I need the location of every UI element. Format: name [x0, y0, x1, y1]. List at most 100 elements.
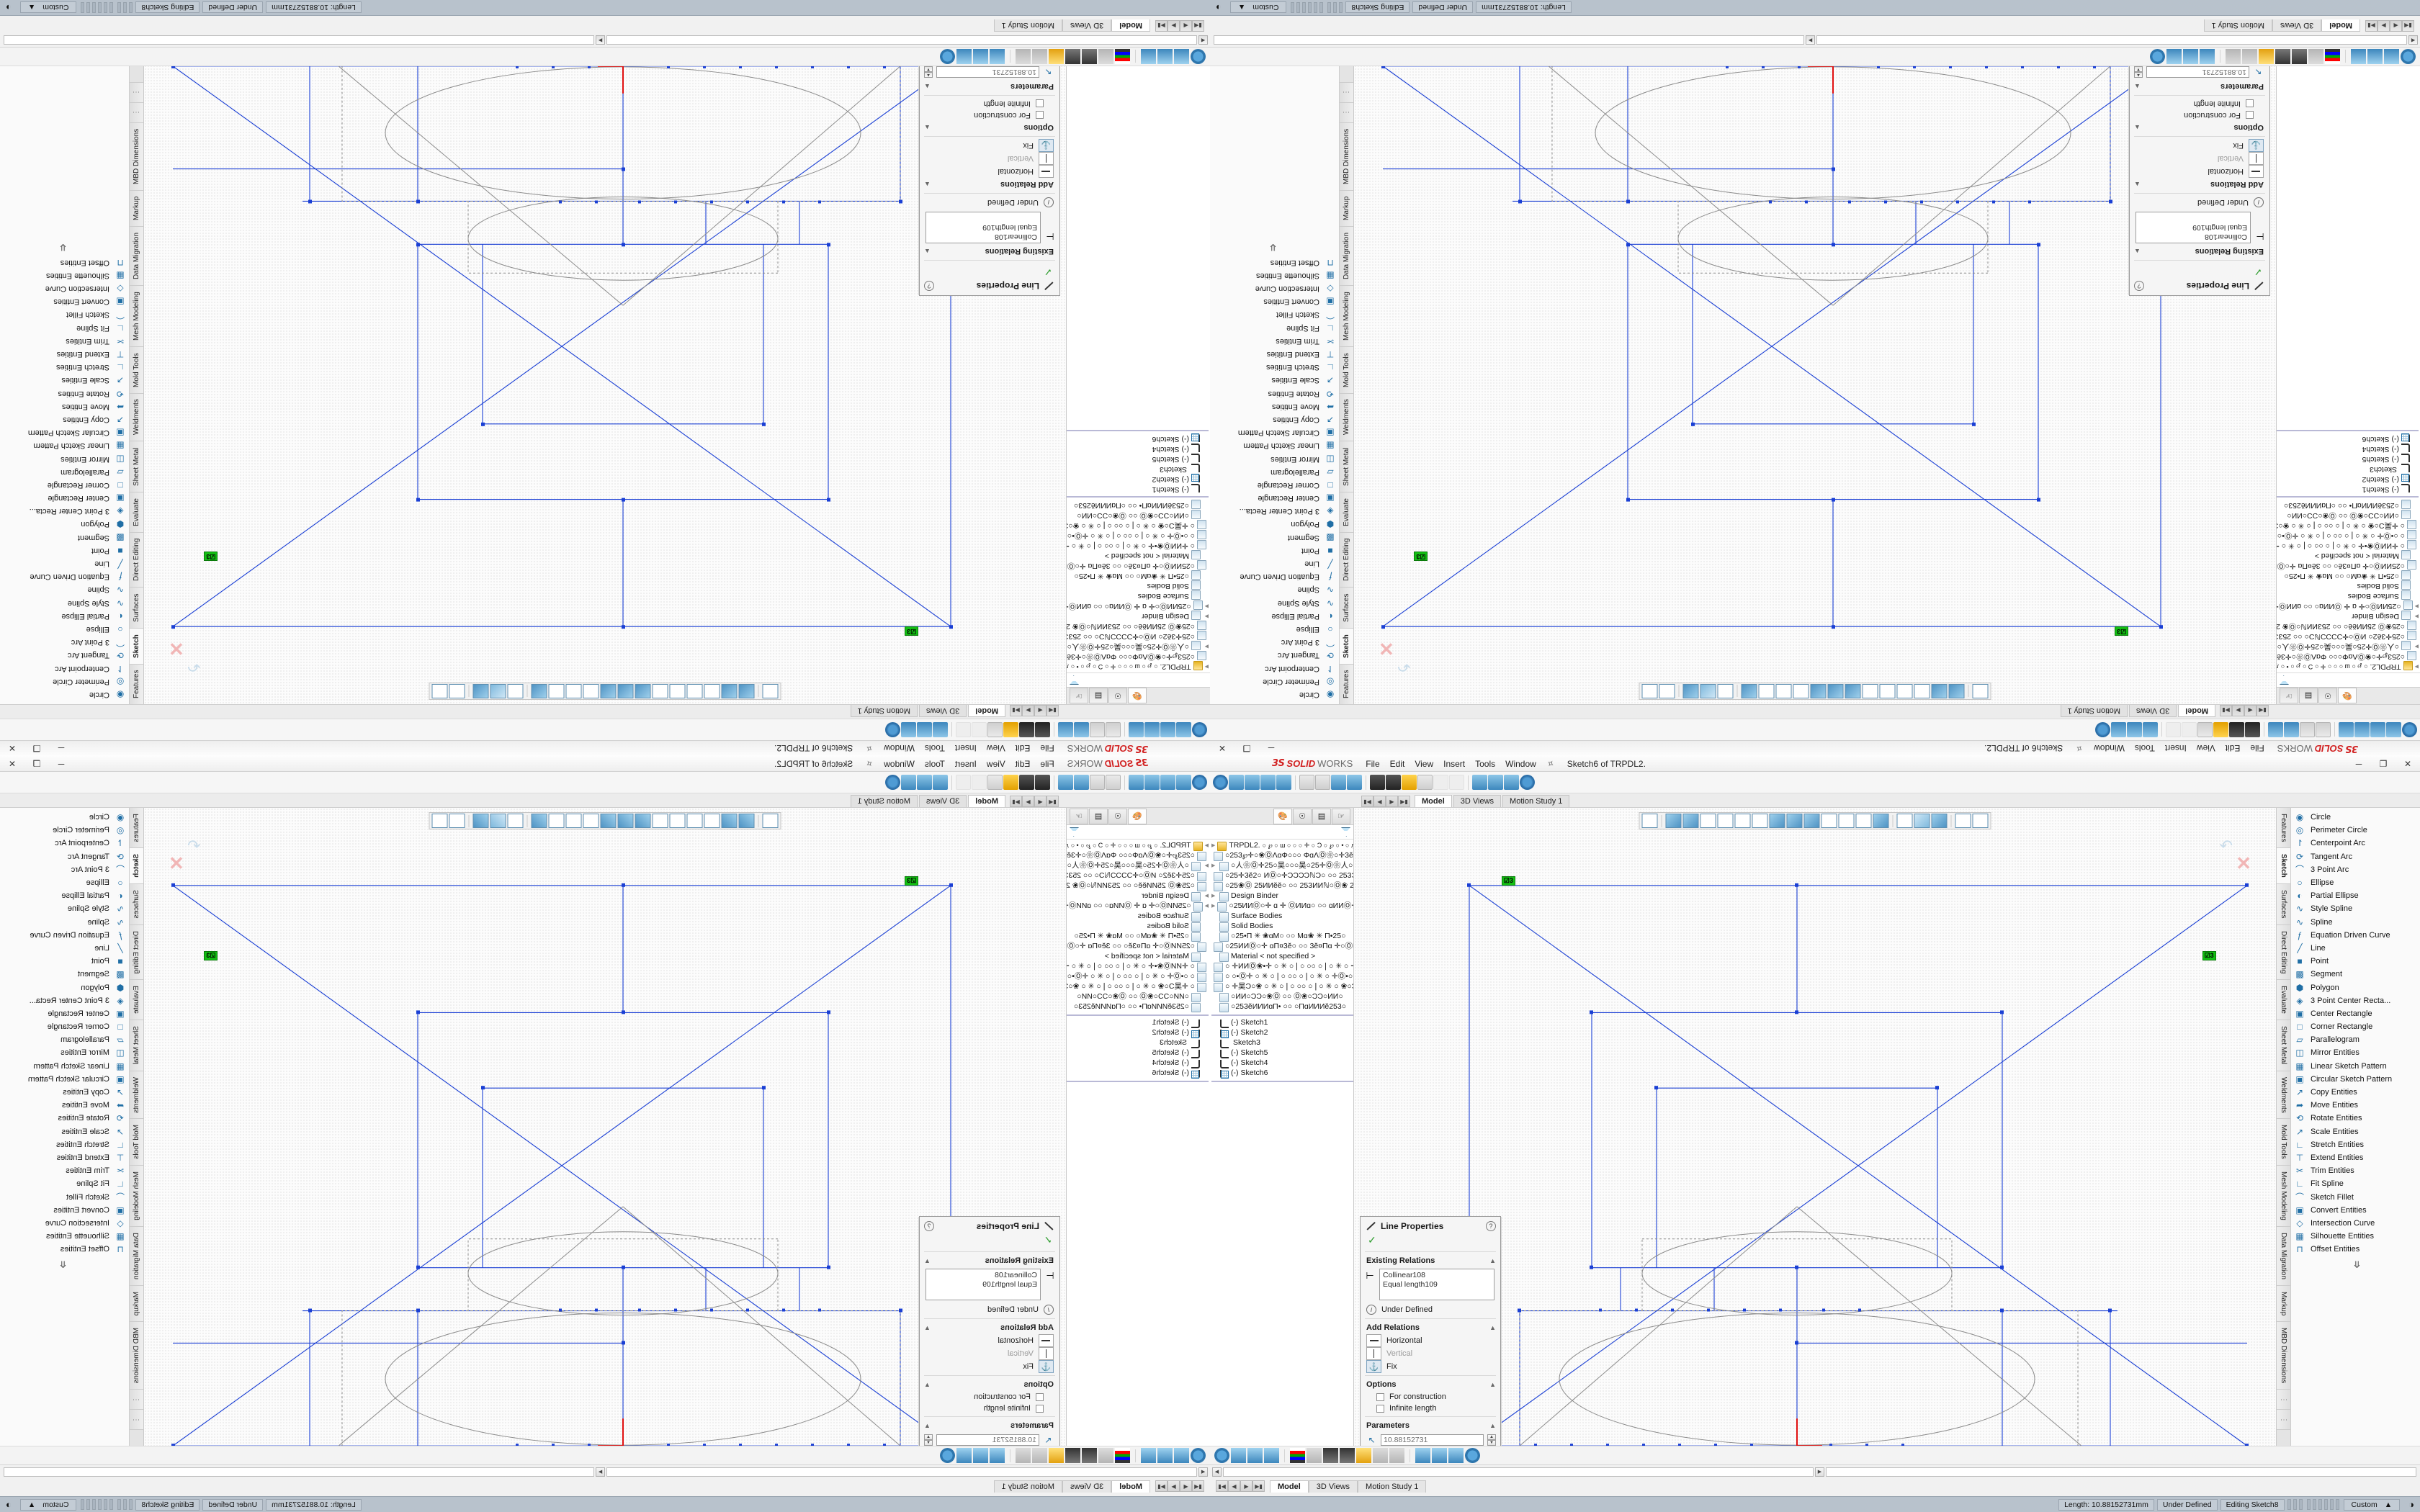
line-properties-panel[interactable]: Line Properties ? ✓ Existing Relations ▲…: [919, 27, 1060, 296]
feature-tree-item[interactable]: ○ ✛吴Ɔ○❀ ○ ✳ ○❘○ ○○ ○❘○ ✳ ○ ❀○Ɔ吴✛ ○: [1211, 982, 1353, 992]
sketch-tool-centerpoint-arc[interactable]: ↾ Centerpoint Arc: [1210, 662, 1336, 675]
length-input[interactable]: [1381, 1434, 1484, 1446]
command-tab-surfaces[interactable]: Surfaces: [2277, 884, 2290, 925]
rebuild-icon[interactable]: [1058, 722, 1073, 737]
sketch-tool-extend-entities[interactable]: ⊤ Extend Entities: [1210, 348, 1336, 361]
save-document-icon[interactable]: [1144, 722, 1160, 737]
measure-bottom-icon[interactable]: [2183, 49, 2198, 64]
window-buttons[interactable]: ─ ❐ ✕: [0, 756, 73, 771]
sketch-tool-linear-sketch-pattern[interactable]: ▦ Linear Sketch Pattern: [0, 1060, 126, 1073]
sketch-tool-fit-spline[interactable]: ∟ Fit Spline: [2294, 1177, 2420, 1190]
sketch-tool-trim-entities[interactable]: ✂ Trim Entities: [1210, 335, 1336, 348]
feature-tree-sketch-item[interactable]: (-) Sketch1: [1067, 484, 1209, 494]
expand-arrow-icon[interactable]: ▶: [1204, 843, 1209, 849]
help-icon[interactable]: ?: [2134, 281, 2144, 291]
feature-tree-item[interactable]: ○25•Π ✳ ❀ɑM○ ○○ Mɑ❀ ✳ Π•25○: [2277, 570, 2419, 580]
feature-tree-sketch-item[interactable]: (-) Sketch5: [1067, 454, 1209, 464]
command-manager-vertical-tabs[interactable]: Features Sketch Surfaces Direct Editing Eval…: [2277, 808, 2291, 1490]
sketch-tool-3-point-center-recta-[interactable]: ◈ 3 Point Center Recta...: [2294, 994, 2420, 1007]
graphics-area[interactable]: ≡109 ≡109 ☑3 ☑3 ☑3 ╱ ↶ ✕ x y: [1354, 808, 2276, 1490]
command-tab-markup[interactable]: Markup: [130, 189, 143, 227]
measure-icon[interactable]: [2143, 722, 2158, 737]
scroll-left-button[interactable]: ◀: [1212, 1467, 1222, 1477]
redo-icon[interactable]: [2300, 722, 2315, 737]
settings-icon[interactable]: [885, 775, 900, 790]
scroll-left-button[interactable]: ◀: [2408, 35, 2418, 45]
expand-arrow-icon[interactable]: ▶: [1204, 863, 1209, 869]
doc-tab-motion-study[interactable]: Motion Study 1: [1358, 1480, 1427, 1493]
sketch-tool-extend-entities[interactable]: ⊤ Extend Entities: [2294, 1151, 2420, 1164]
tab-motion-study[interactable]: Motion Study 1: [850, 795, 918, 807]
pin-icon[interactable]: ✧: [863, 742, 877, 756]
status-units-chevron[interactable]: ▲: [27, 3, 36, 12]
tab-nav-buttons[interactable]: ▮◀ ◀ ▶ ▶▮: [1010, 705, 1059, 716]
redo-icon[interactable]: [1090, 722, 1105, 737]
chevron-up-icon[interactable]: ▲: [1489, 1257, 1496, 1264]
tab-next-button[interactable]: ▶: [1386, 796, 1398, 807]
layer-down-icon[interactable]: [2226, 49, 2241, 64]
layer-up-icon[interactable]: [1032, 1448, 1047, 1463]
command-tab-mbd-dimensions[interactable]: MBD Dimensions: [130, 1322, 143, 1390]
grid-display-icon[interactable]: [1082, 49, 1097, 64]
command-tab-mold-tools[interactable]: Mold Tools: [130, 346, 143, 393]
option-for-construction[interactable]: For construction: [2130, 109, 2269, 121]
command-tab-mesh-modeling[interactable]: Mesh Modeling: [2277, 1165, 2290, 1227]
command-tab-features[interactable]: Features: [130, 663, 143, 704]
window-buttons[interactable]: ─ ❐ ✕: [2347, 756, 2420, 771]
sketch-tool-circle[interactable]: ◉ Circle: [2294, 811, 2420, 824]
feature-tree-item[interactable]: ○25✛3ĕ2○ ИⓄ○✛ƆƆƆƆℕƆ○ ○○ 253ƆΠƆƆƆ ✛○ⓄИИ○: [1211, 871, 1353, 881]
open-document-icon[interactable]: [1160, 722, 1175, 737]
dimetric-view-icon[interactable]: [1803, 814, 1820, 828]
menu-item-window[interactable]: Window: [884, 743, 915, 754]
relation-item-equal-length[interactable]: Equal length109: [2192, 223, 2247, 232]
command-tab-surfaces[interactable]: Surfaces: [130, 587, 143, 628]
add-relations-header[interactable]: Add Relations ▲: [920, 178, 1059, 191]
chevron-up-icon[interactable]: ▲: [2134, 83, 2141, 90]
feature-tree-item[interactable]: Material < not specified >: [2277, 550, 2419, 560]
expand-arrow-icon[interactable]: ▶: [1211, 894, 1216, 899]
ribbon-toolbar[interactable]: [1210, 719, 2420, 740]
shaded-icon[interactable]: ◑: [2408, 1499, 2414, 1510]
maximize-button[interactable]: ❐: [32, 758, 41, 769]
menu-item-tools[interactable]: Tools: [924, 743, 945, 754]
command-tab-data-migration[interactable]: Data Migration: [2277, 1226, 2290, 1286]
configuration-manager-tab-icon[interactable]: ▤: [1089, 688, 1108, 704]
capture-image-icon[interactable]: [1174, 1448, 1189, 1463]
sketch-tool-convert-entities[interactable]: ▣ Convert Entities: [2294, 1204, 2420, 1217]
feature-tree-item[interactable]: ○25ИИⓄ○✛ ɑΠ¤3ĕ○ ○○ 3ĕ¤Πɑ ✛○ⓄИИ○: [1067, 942, 1209, 952]
sketch-tool-sketch-fillet[interactable]: ⌒ Sketch Fillet: [0, 1190, 126, 1203]
feature-tree-item[interactable]: ○ИИ○ƆƆ○❀Ⓞ ○○ Ⓞ❀○ƆƆ○ИИ○: [1067, 510, 1209, 520]
sketch-tool-ellipse[interactable]: ○ Ellipse: [0, 876, 126, 889]
sketch-tool-spline[interactable]: ∿ Spline: [0, 583, 126, 596]
sketch-tool-silhouette-entities[interactable]: ▦ Silhouette Entities: [2294, 1230, 2420, 1243]
command-tab-markup[interactable]: Markup: [130, 1285, 143, 1323]
feature-tree[interactable]: ▶ TRPDL2. ○ ℘ ○ ш ○ ○ ○ ✛ ○ Ɔ ○ ℘ ○ • ○ …: [1067, 840, 1210, 1082]
document-tabs[interactable]: ▮◀ ◀ ▶ ▶▮ Model 3D Views Motion Study 1: [1210, 1478, 2420, 1494]
sensor-icon[interactable]: [2111, 722, 2126, 737]
redo-icon[interactable]: [1090, 775, 1105, 790]
status-units[interactable]: Custom ▲: [19, 1498, 77, 1511]
sketch-tool-perimeter-circle[interactable]: ◎ Perimeter Circle: [2294, 824, 2420, 837]
feature-tree-item[interactable]: ○253ĕИИИɑΠ• ○○ ○ΠɑИИИĕ253○: [2277, 500, 2419, 510]
sketch-tool-list[interactable]: ◉ Circle ◎ Perimeter Circle ↾ Centerpoint Arc…: [1210, 22, 1339, 704]
status-units-chevron[interactable]: ▲: [27, 1500, 36, 1509]
doc-tab-last[interactable]: ▶▮: [2365, 20, 2378, 32]
length-spinner-down[interactable]: ▼: [924, 1439, 933, 1446]
expand-arrow-icon[interactable]: ▶: [1204, 904, 1209, 909]
feature-tree-item[interactable]: ○253℘✛○❀ⓄΛɑΦ○○○ ΦɑΛⓄ❀○✛3ĕ2○: [1067, 651, 1209, 661]
hide-show-icon[interactable]: [1417, 775, 1433, 790]
window-buttons[interactable]: ─ ❐ ✕: [0, 741, 73, 756]
command-manager-vertical-tabs[interactable]: Features Sketch Surfaces Direct Editing Eval…: [129, 22, 143, 704]
ribbon-toolbar[interactable]: [1210, 772, 2420, 793]
command-tab-evaluate[interactable]: Evaluate: [2277, 980, 2290, 1021]
tab-last-button[interactable]: ▶▮: [1010, 796, 1022, 807]
doc-tab-first[interactable]: ▮◀: [1192, 20, 1204, 32]
menu-item-insert[interactable]: Insert: [954, 758, 977, 769]
redo-icon[interactable]: [1315, 775, 1330, 790]
status-units-chevron[interactable]: ▲: [2384, 1500, 2393, 1509]
command-tab--[interactable]: ⋮: [1340, 102, 1353, 122]
feature-tree-item[interactable]: ▶ ○25ИИⓄ○✛ ɑ ✛ ⓄИИɑ○ ○○ ɑИИⓄ✛ ɑ ✛ ○ⓄИИ○: [1067, 600, 1209, 611]
option-for-construction[interactable]: For construction: [1361, 1391, 1500, 1403]
pin-icon[interactable]: ✧: [2073, 742, 2087, 756]
appearance-icon[interactable]: [1003, 775, 1018, 790]
